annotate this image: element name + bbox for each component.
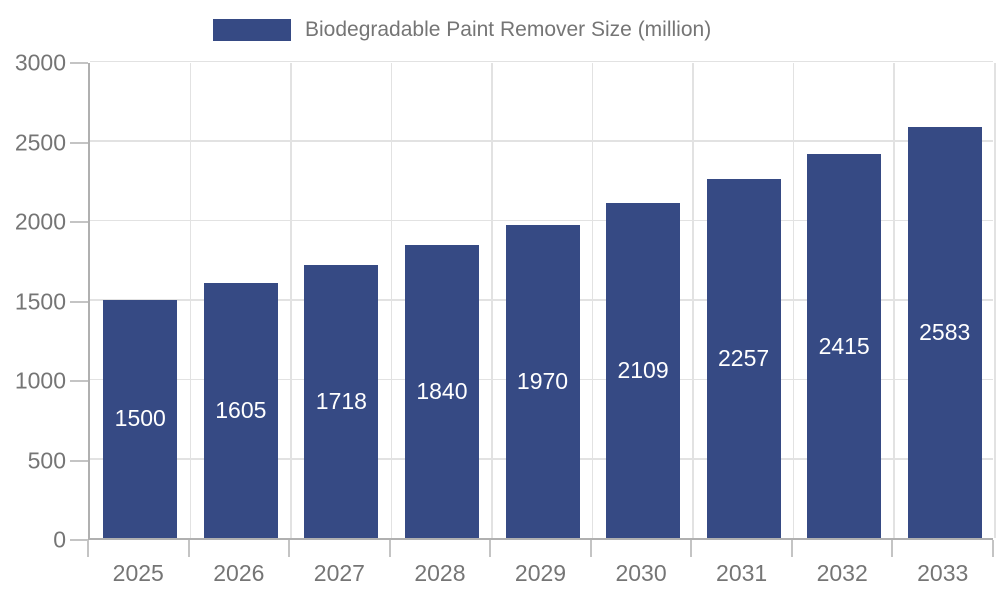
gridline-vertical — [491, 63, 493, 538]
bar-value-label: 1605 — [215, 396, 267, 423]
bar-2033[interactable]: 2583 — [907, 127, 982, 538]
x-axis-label: 2031 — [716, 560, 768, 586]
x-axis-tick — [690, 540, 693, 557]
gridline-vertical — [189, 63, 192, 538]
bar-value-label: 1500 — [114, 405, 166, 432]
y-axis-label: 3000 — [14, 49, 66, 76]
bar-value-label: 2415 — [818, 332, 870, 359]
legend-swatch — [213, 19, 291, 41]
x-axis-label: 2025 — [112, 560, 164, 586]
x-axis-tick — [388, 540, 391, 557]
y-axis-label: 1500 — [14, 288, 66, 314]
bar-2032[interactable]: 2415 — [807, 154, 882, 538]
x-axis-label: 2027 — [313, 560, 365, 586]
y-axis-tick — [70, 62, 88, 64]
x-axis-label: 2033 — [917, 560, 969, 586]
y-axis-tick — [70, 459, 88, 462]
y-axis-label: 0 — [53, 526, 66, 553]
y-axis-label: 2500 — [14, 129, 66, 155]
x-axis-tick — [992, 540, 994, 557]
y-axis-label: 500 — [27, 447, 66, 473]
y-axis-label: 2000 — [14, 208, 66, 235]
gridline-vertical — [290, 63, 292, 538]
chart-legend[interactable]: Biodegradable Paint Remover Size (millio… — [213, 18, 711, 42]
gridline-horizontal — [90, 60, 993, 62]
x-axis-tick — [489, 540, 492, 557]
x-axis-tick — [87, 540, 89, 557]
bar-2025[interactable]: 1500 — [103, 299, 178, 538]
gridline-horizontal — [90, 219, 993, 221]
bar-value-label: 1840 — [416, 378, 468, 405]
x-axis-tick — [288, 540, 291, 557]
bar-2031[interactable]: 2257 — [706, 179, 781, 538]
x-axis-label: 2032 — [816, 560, 868, 586]
y-axis-tick — [70, 539, 88, 541]
x-axis-label: 2029 — [514, 560, 567, 586]
plot-area: 1500 1605 1718 1840 1970 2109 2257 2415 2583 — [88, 60, 996, 540]
bar-2029[interactable]: 1970 — [505, 224, 580, 538]
y-axis-tick — [70, 380, 88, 382]
bar-value-label: 2583 — [919, 319, 971, 346]
y-axis-tick — [70, 221, 88, 223]
gridline-horizontal — [90, 140, 993, 142]
bar-value-label: 2109 — [617, 356, 669, 383]
legend-label: Biodegradable Paint Remover Size (millio… — [305, 18, 712, 41]
gridline-vertical — [792, 63, 795, 538]
bar-2028[interactable]: 1840 — [404, 245, 479, 538]
gridline-vertical — [692, 63, 694, 538]
bar-2030[interactable]: 2109 — [606, 202, 681, 538]
x-axis-label: 2026 — [213, 560, 265, 586]
y-axis-tick — [70, 300, 88, 303]
x-axis-tick — [589, 540, 592, 557]
gridline-vertical — [591, 63, 594, 538]
bar-2027[interactable]: 1718 — [304, 264, 379, 538]
y-axis-tick — [70, 141, 88, 144]
bar-value-label: 2257 — [718, 345, 770, 372]
x-axis-tick — [891, 540, 894, 557]
x-axis-tick — [187, 540, 190, 557]
bar-value-label: 1718 — [315, 387, 367, 414]
bar-2026[interactable]: 1605 — [203, 282, 278, 538]
x-axis-label: 2028 — [414, 560, 466, 586]
gridline-vertical — [994, 63, 996, 538]
bar-value-label: 1970 — [516, 367, 569, 394]
x-axis-tick — [790, 540, 793, 557]
y-axis-label: 1000 — [14, 367, 66, 394]
x-axis-label: 2030 — [615, 560, 667, 586]
gridline-vertical — [390, 63, 393, 538]
gridline-vertical — [893, 63, 895, 538]
